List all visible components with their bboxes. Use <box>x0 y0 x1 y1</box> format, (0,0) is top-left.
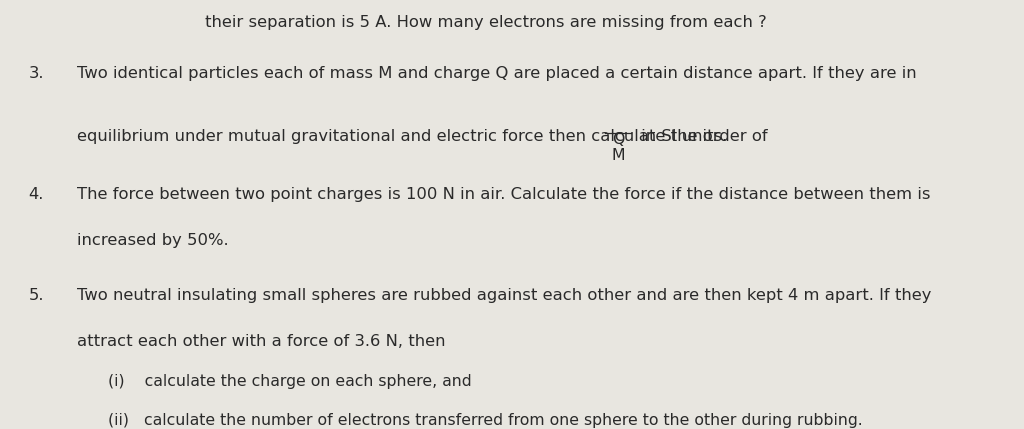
Text: 3.: 3. <box>29 66 44 82</box>
Text: M: M <box>611 148 625 163</box>
Text: (ii)   calculate the number of electrons transferred from one sphere to the othe: (ii) calculate the number of electrons t… <box>108 413 862 428</box>
Text: 4.: 4. <box>29 187 44 202</box>
Text: 5.: 5. <box>29 288 44 303</box>
Text: increased by 50%.: increased by 50%. <box>77 233 228 248</box>
Text: Q: Q <box>611 132 625 147</box>
Text: The force between two point charges is 100 N in air. Calculate the force if the : The force between two point charges is 1… <box>77 187 930 202</box>
Text: Two identical particles each of mass M and charge Q are placed a certain distanc: Two identical particles each of mass M a… <box>77 66 916 82</box>
Text: attract each other with a force of 3.6 N, then: attract each other with a force of 3.6 N… <box>77 334 445 349</box>
Text: (i)    calculate the charge on each sphere, and: (i) calculate the charge on each sphere,… <box>108 374 471 389</box>
Text: Two neutral insulating small spheres are rubbed against each other and are then : Two neutral insulating small spheres are… <box>77 288 931 303</box>
Text: in SI units.: in SI units. <box>637 129 728 144</box>
Text: their separation is 5 A. How many electrons are missing from each ?: their separation is 5 A. How many electr… <box>205 15 767 30</box>
Text: equilibrium under mutual gravitational and electric force then calculate the ord: equilibrium under mutual gravitational a… <box>77 129 773 144</box>
